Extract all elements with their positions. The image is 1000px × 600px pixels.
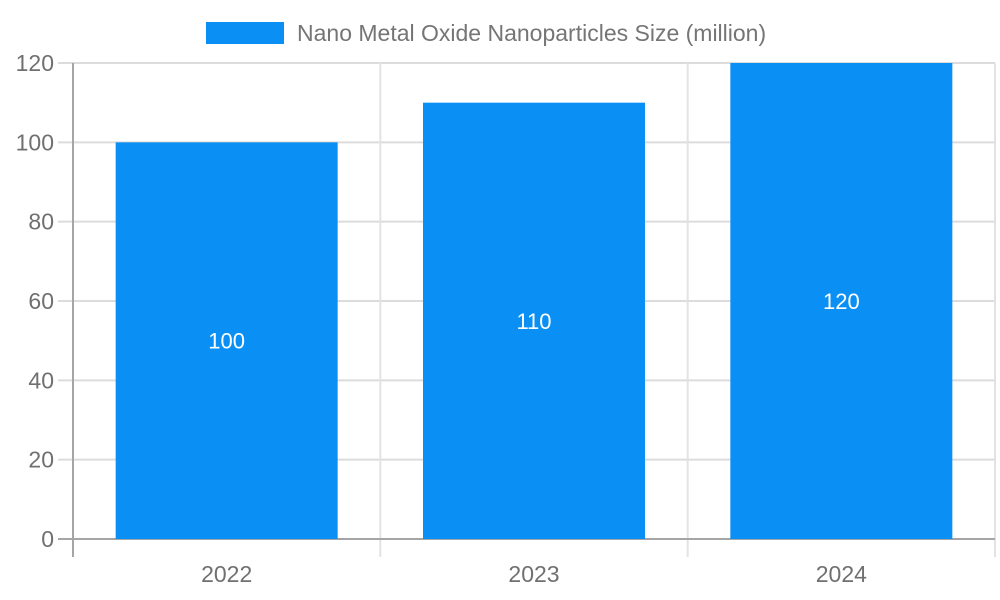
y-tick-label: 20: [28, 447, 54, 473]
x-tick-label: 2022: [201, 561, 252, 587]
x-tick-label: 2023: [508, 561, 559, 587]
y-tick-label: 0: [41, 526, 54, 552]
bar-value-label: 110: [516, 309, 551, 334]
y-tick-label: 40: [28, 367, 54, 393]
y-tick-label: 120: [16, 50, 54, 76]
bar[interactable]: [115, 142, 338, 540]
legend-label: Nano Metal Oxide Nanoparticles Size (mil…: [297, 20, 767, 46]
bar[interactable]: [730, 63, 953, 539]
bar-value-label: 120: [823, 289, 860, 314]
x-tick-label: 2024: [816, 561, 867, 587]
y-tick-label: 100: [16, 129, 54, 155]
y-tick-label: 60: [28, 288, 54, 314]
bar-value-label: 100: [208, 329, 245, 354]
y-tick-label: 80: [28, 209, 54, 235]
bar[interactable]: [423, 102, 645, 540]
legend-swatch: [206, 22, 284, 44]
chart-legend: Nano Metal Oxide Nanoparticles Size (mil…: [0, 0, 1000, 55]
